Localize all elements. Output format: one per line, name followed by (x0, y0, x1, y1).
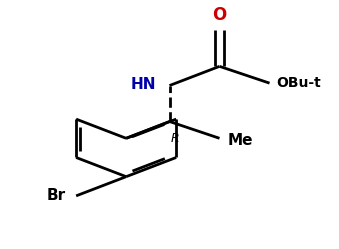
Text: OBu-t: OBu-t (276, 76, 321, 90)
Text: Br: Br (47, 188, 66, 203)
Text: O: O (213, 6, 227, 24)
Text: R: R (170, 132, 179, 145)
Text: HN: HN (131, 77, 156, 92)
Text: Me: Me (228, 133, 253, 148)
